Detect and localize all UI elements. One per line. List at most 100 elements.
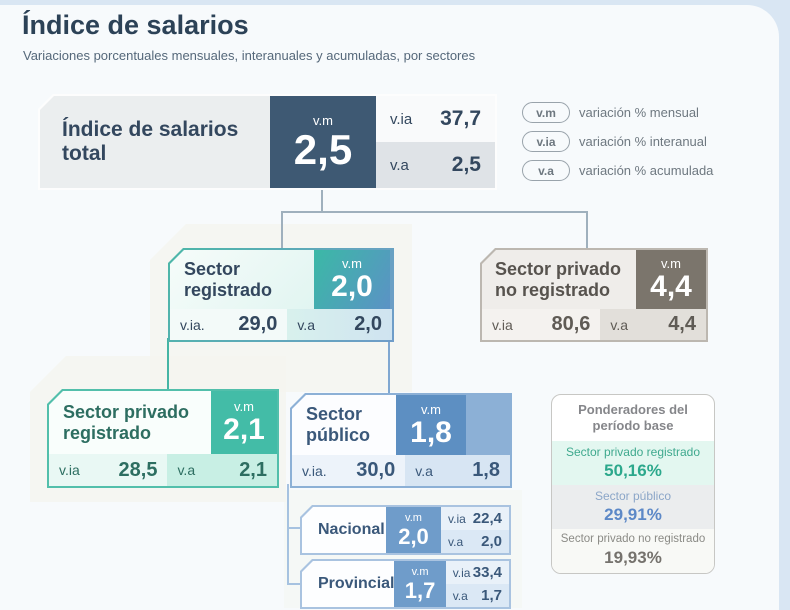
vm-tag: v.m — [342, 256, 362, 271]
node-sector-privado-registrado: Sector privado registrado v.m 2,1 v.ia 2… — [47, 389, 279, 488]
va-value: 2,0 — [481, 533, 502, 550]
legend-label: variación % interanual — [579, 134, 707, 149]
node-label: Índice de salarios total — [40, 96, 270, 188]
via-value: 28,5 — [118, 458, 158, 481]
node-label: Sector público — [292, 395, 396, 455]
via-tag: v.ia — [492, 316, 513, 333]
node-label: Sector registrado — [170, 250, 314, 309]
vm-block: v.m 2,5 — [270, 96, 376, 188]
node-label: Provincial — [302, 561, 395, 607]
connector-line — [321, 186, 323, 211]
weight-label: Sector privado registrado — [565, 445, 701, 460]
via-value: 37,7 — [440, 107, 481, 130]
connector-line — [281, 211, 283, 248]
vm-tag: v.m — [411, 565, 429, 578]
va-pill: v.a — [522, 160, 570, 181]
via-tag: v.ia. — [302, 462, 327, 479]
connector-line — [287, 527, 301, 529]
vm-value: 2,0 — [331, 270, 373, 303]
va-cell: v.a 2,5 — [376, 142, 495, 188]
vm-pill: v.m — [522, 102, 570, 123]
va-value: 2,5 — [451, 153, 481, 176]
node-sector-privado-no-registrado: Sector privado no registrado v.m 4,4 v.i… — [480, 248, 708, 342]
va-tag: v.a — [610, 316, 629, 333]
va-cell: v.a 4,4 — [600, 309, 706, 340]
weight-value: 19,93% — [604, 548, 662, 568]
weight-label: Sector público — [594, 489, 672, 504]
via-cell: v.ia 80,6 — [482, 309, 601, 340]
connector-line — [281, 211, 587, 213]
via-tag: v.ia — [390, 110, 413, 128]
va-tag: v.a — [415, 462, 433, 479]
weight-value: 29,91% — [604, 504, 662, 524]
node-label: Sector privado no registrado — [482, 250, 636, 309]
connector-line — [287, 484, 289, 584]
vm-value: 4,4 — [650, 270, 692, 303]
vm-tag: v.m — [405, 511, 422, 524]
via-tag: v.ia — [452, 565, 471, 580]
vm-tag: v.m — [421, 401, 441, 417]
legend-item-va: v.a variación % acumulada — [522, 160, 713, 181]
ponderadores-row: Sector privado no registrado 19,93% — [552, 529, 714, 573]
vm-tag: v.m — [661, 256, 681, 271]
via-cell: v.ia. 30,0 — [292, 455, 406, 486]
va-value: 1,7 — [481, 587, 502, 604]
vm-block: v.m 1,7 — [394, 561, 446, 607]
vm-value: 1,8 — [410, 415, 452, 449]
va-cell: v.a 2,0 — [287, 309, 392, 340]
via-cell: v.ia 28,5 — [49, 454, 168, 486]
va-cell: v.a 2,0 — [441, 530, 509, 553]
va-value: 4,4 — [668, 313, 696, 335]
via-va-column: v.ia 37,7 v.a 2,5 — [376, 96, 495, 188]
connector-line — [388, 338, 390, 394]
va-cell: v.a 1,7 — [445, 584, 509, 607]
via-tag: v.ia — [448, 511, 466, 526]
legend-label: variación % mensual — [579, 105, 699, 120]
via-value: 33,4 — [472, 564, 502, 581]
via-tag: v.ia — [59, 462, 80, 478]
legend-label: variación % acumulada — [579, 163, 714, 178]
legend-item-vm: v.m variación % mensual — [522, 102, 713, 123]
vm-block: v.m 4,4 — [636, 250, 706, 309]
vm-block: v.m 2,0 — [314, 250, 390, 309]
vm-block: v.m 2,0 — [386, 507, 441, 553]
via-cell: v.ia 22,4 — [441, 507, 509, 530]
vm-value: 1,7 — [404, 577, 436, 603]
vm-value: 2,0 — [398, 523, 429, 549]
ponderadores-card: Ponderadores del período base Sector pri… — [551, 394, 715, 574]
node-sector-publico: Sector público v.m 1,8 v.ia. 30,0 v.a 1,… — [290, 393, 512, 488]
weight-label: Sector privado no registrado — [560, 533, 706, 546]
ponderadores-row: Sector privado registrado 50,16% — [552, 441, 714, 485]
ponderadores-row: Sector público 29,91% — [552, 485, 714, 529]
ponderadores-title: Ponderadores del período base — [578, 401, 688, 433]
va-tag: v.a — [177, 462, 196, 478]
va-cell: v.a 2,1 — [167, 454, 277, 486]
via-value: 29,0 — [238, 313, 278, 335]
via-value: 30,0 — [356, 459, 396, 481]
connector-line — [586, 211, 588, 248]
via-cell: v.ia 37,7 — [376, 96, 495, 142]
vm-value: 2,5 — [293, 125, 353, 173]
connector-line — [287, 583, 301, 585]
via-pill: v.ia — [522, 131, 570, 152]
va-tag: v.a — [452, 588, 468, 603]
page-title: Índice de salarios — [22, 10, 249, 40]
via-tag: v.ia. — [180, 316, 205, 333]
page-subtitle: Variaciones porcentuales mensuales, inte… — [23, 48, 476, 63]
va-tag: v.a — [448, 534, 464, 549]
node-provincial: Provincial v.m 1,7 v.ia 33,4 v.a 1,7 — [300, 559, 511, 609]
vm-tag: v.m — [313, 112, 333, 128]
va-tag: v.a — [390, 156, 409, 174]
va-value: 2,1 — [239, 458, 267, 481]
node-sector-registrado: Sector registrado v.m 2,0 v.ia. 29,0 v.a… — [168, 248, 394, 342]
via-cell: v.ia. 29,0 — [170, 309, 288, 340]
via-value: 80,6 — [551, 313, 591, 335]
via-cell: v.ia 33,4 — [445, 561, 509, 584]
node-indice-salarios-total: Índice de salarios total v.m 2,5 v.ia 37… — [38, 94, 497, 190]
vm-value: 2,1 — [223, 413, 265, 446]
node-label: Nacional — [302, 507, 386, 553]
weight-value: 50,16% — [604, 460, 662, 480]
va-tag: v.a — [297, 316, 315, 333]
va-cell: v.a 1,8 — [405, 455, 510, 486]
